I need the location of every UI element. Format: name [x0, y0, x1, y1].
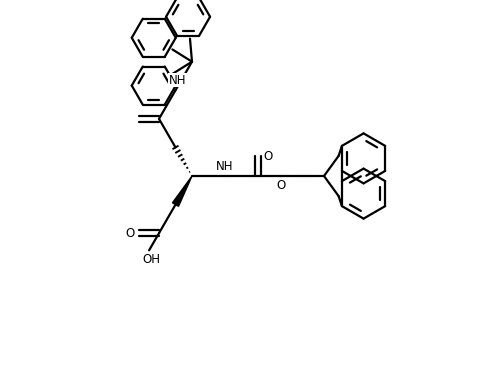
Text: O: O — [276, 178, 286, 191]
Text: O: O — [126, 227, 135, 240]
Text: NH: NH — [169, 74, 186, 87]
Text: OH: OH — [142, 253, 160, 266]
Polygon shape — [172, 176, 192, 206]
Text: NH: NH — [216, 159, 234, 172]
Text: O: O — [264, 150, 273, 163]
